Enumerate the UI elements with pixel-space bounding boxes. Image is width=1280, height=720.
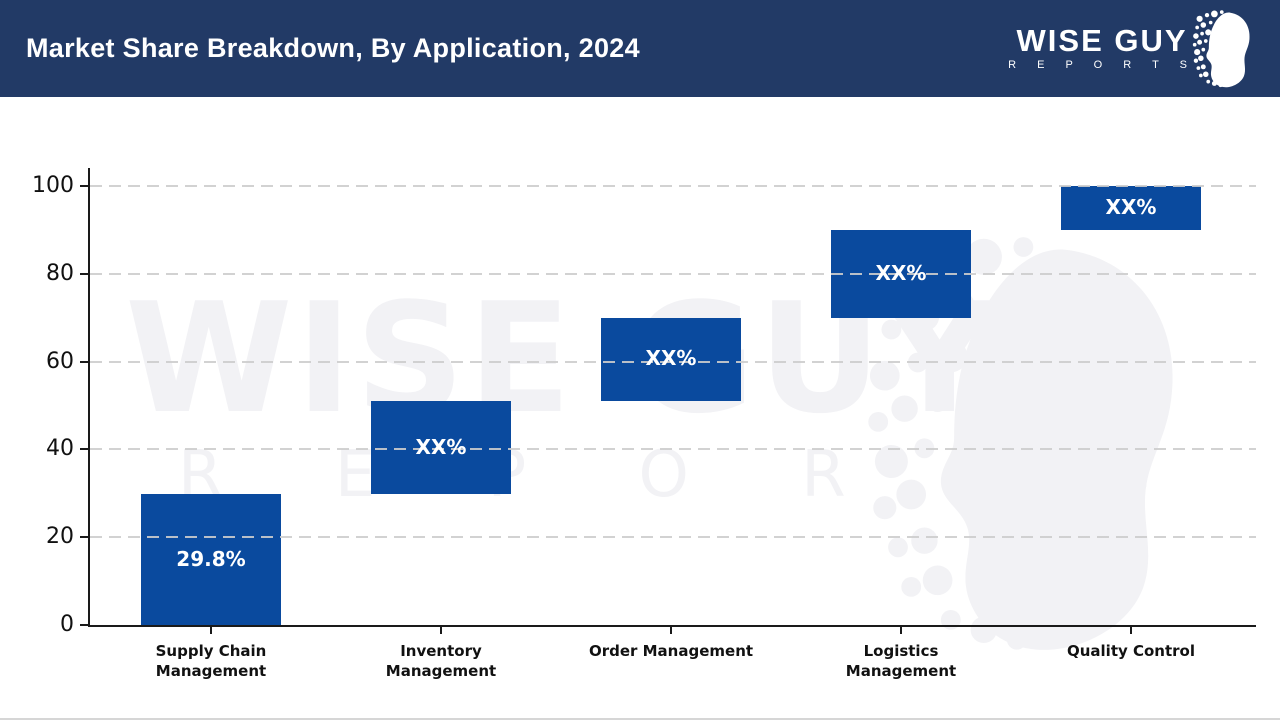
bar-value-label: XX% — [415, 435, 467, 459]
bar-segment — [371, 401, 511, 494]
y-axis-line — [88, 168, 90, 627]
bar-segment — [601, 318, 741, 401]
y-axis-tick-label: 100 — [32, 173, 74, 198]
bar-value-label: XX% — [875, 261, 927, 285]
x-category-label: Inventory Management — [331, 641, 551, 681]
y-axis-tick — [80, 624, 88, 626]
logo-text: WISE GUY R E P O R T S — [1008, 23, 1196, 71]
y-axis-tick-label: 20 — [46, 524, 74, 549]
bar-segment — [1061, 186, 1201, 230]
y-axis-tick-label: 0 — [60, 612, 74, 637]
x-category-label-line: Management — [155, 662, 267, 680]
y-axis-tick-label: 40 — [46, 436, 74, 461]
y-gridline — [90, 273, 1256, 275]
x-axis-tick — [1130, 626, 1132, 634]
wise-guy-reports-logo: WISE GUY R E P O R T S — [1008, 9, 1254, 89]
y-gridline — [90, 448, 1256, 450]
x-category-label-line: Management — [385, 662, 497, 680]
y-axis-tick-label: 80 — [46, 261, 74, 286]
x-axis-tick — [900, 626, 902, 634]
x-axis-line — [88, 625, 1256, 627]
page-title: Market Share Breakdown, By Application, … — [26, 33, 640, 63]
header-bar: Market Share Breakdown, By Application, … — [0, 0, 1280, 97]
y-axis-tick — [80, 361, 88, 363]
y-axis-tick — [80, 536, 88, 538]
y-gridline — [90, 536, 1256, 538]
x-category-label-line: Supply Chain — [155, 642, 267, 660]
bar-segment — [141, 494, 281, 625]
x-category-label: Logistics Management — [791, 641, 1011, 681]
logo-subtitle: R E P O R T S — [1008, 59, 1196, 71]
bar-value-label: XX% — [1105, 195, 1157, 219]
bar-value-label: XX% — [645, 346, 697, 370]
y-axis-tick — [80, 448, 88, 450]
logo-wordmark: WISE GUY — [1016, 23, 1188, 58]
x-category-label-line: Quality Control — [1066, 642, 1195, 660]
x-category-label-line: Management — [845, 662, 957, 680]
x-axis-tick — [670, 626, 672, 634]
x-category-label-line: Order Management — [588, 642, 754, 660]
x-category-label: Order Management — [561, 641, 781, 661]
logo-face-icon — [1192, 9, 1250, 87]
x-axis-tick — [210, 626, 212, 634]
y-axis-tick-label: 60 — [46, 349, 74, 374]
x-axis-tick — [440, 626, 442, 634]
x-category-label-line: Logistics — [863, 642, 939, 660]
x-category-label-line: Inventory — [400, 642, 482, 660]
x-category-label: Quality Control — [1021, 641, 1241, 661]
y-axis-tick — [80, 273, 88, 275]
x-category-label: Supply Chain Management — [101, 641, 321, 681]
y-gridline — [90, 185, 1256, 187]
y-gridline — [90, 361, 1256, 363]
chart-plot-area: 29.8% XX% XX% XX% XX% 0 20 40 60 80 100 Supply Chai… — [0, 97, 1280, 718]
bar-value-label: 29.8% — [176, 547, 246, 571]
y-axis-tick — [80, 185, 88, 187]
